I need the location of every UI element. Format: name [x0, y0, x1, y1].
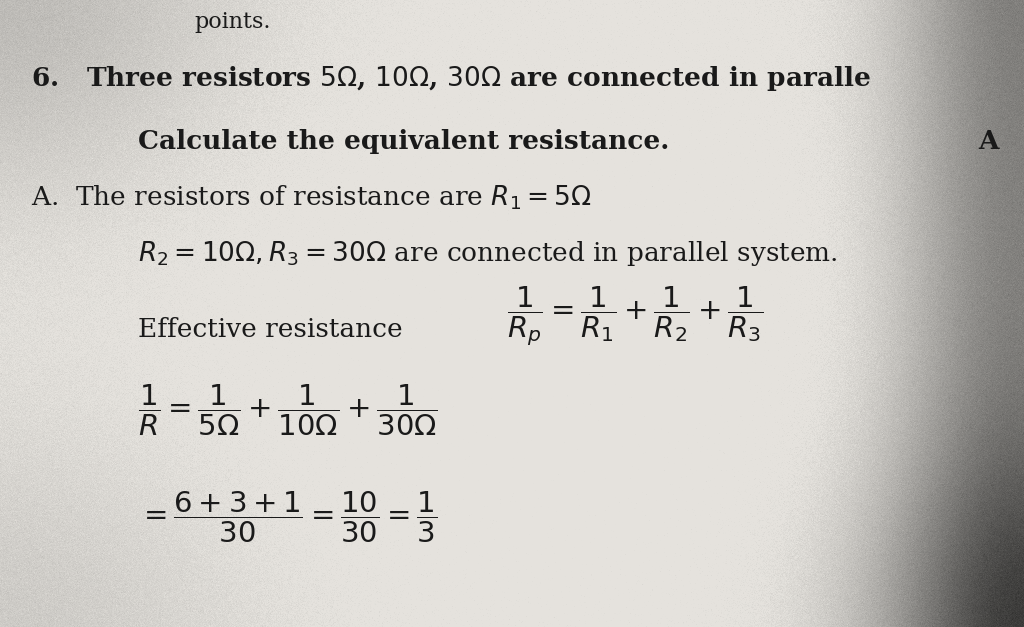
Text: A.  The resistors of resistance are $R_1 = 5\Omega$: A. The resistors of resistance are $R_1 …: [31, 183, 592, 212]
Text: Calculate the equivalent resistance.: Calculate the equivalent resistance.: [138, 129, 670, 154]
Text: A: A: [978, 129, 998, 154]
Text: $R_2 = 10\Omega, R_3 = 30\Omega$ are connected in parallel system.: $R_2 = 10\Omega, R_3 = 30\Omega$ are con…: [138, 240, 838, 268]
Text: points.: points.: [195, 11, 271, 33]
Text: $\dfrac{1}{R_p} = \dfrac{1}{R_1} + \dfrac{1}{R_2} + \dfrac{1}{R_3}$: $\dfrac{1}{R_p} = \dfrac{1}{R_1} + \dfra…: [507, 285, 763, 349]
Text: Effective resistance: Effective resistance: [138, 317, 402, 342]
Text: $\dfrac{1}{R} = \dfrac{1}{5\Omega} + \dfrac{1}{10\Omega} + \dfrac{1}{30\Omega}$: $\dfrac{1}{R} = \dfrac{1}{5\Omega} + \df…: [138, 383, 438, 438]
Text: $= \dfrac{6+3+1}{30} = \dfrac{10}{30} = \dfrac{1}{3}$: $= \dfrac{6+3+1}{30} = \dfrac{10}{30} = …: [138, 490, 437, 545]
Text: 6.   Three resistors $5\Omega$, $10\Omega$, $30\Omega$ are connected in paralle: 6. Three resistors $5\Omega$, $10\Omega$…: [31, 64, 870, 93]
